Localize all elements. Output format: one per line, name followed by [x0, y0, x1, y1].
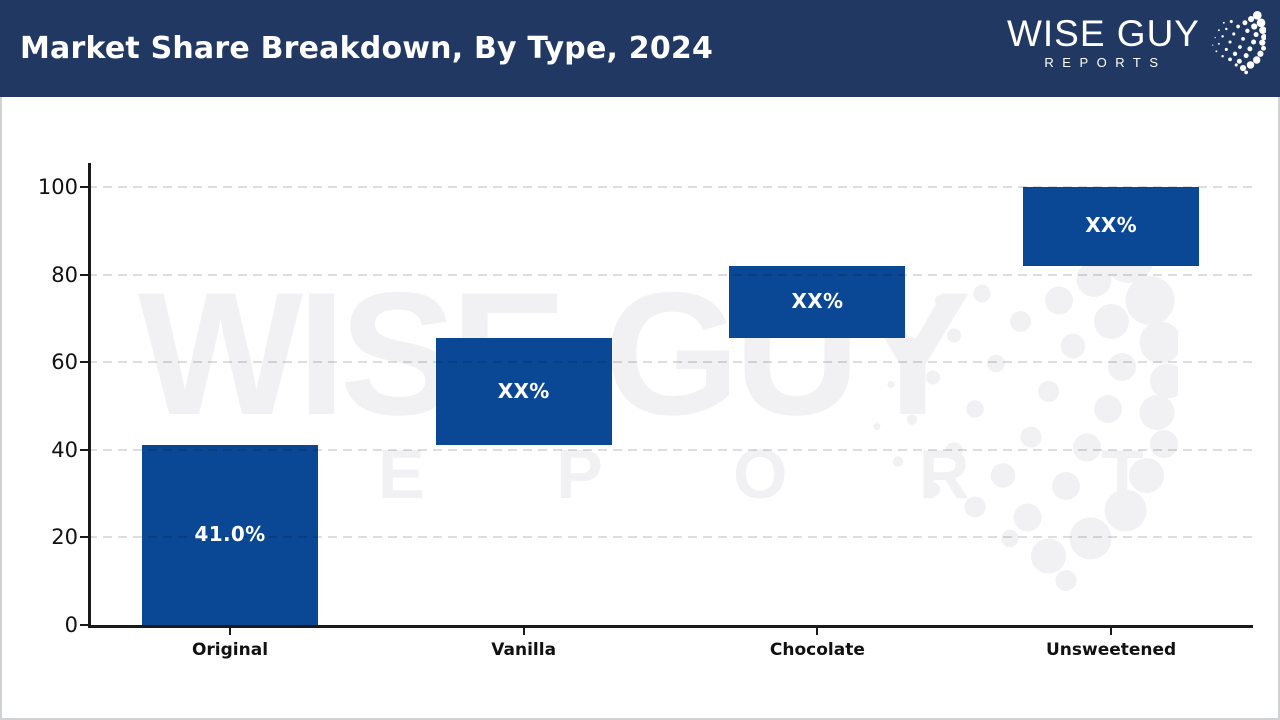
page-border-left [0, 97, 2, 720]
bar-original [142, 445, 318, 625]
y-tick-mark [80, 624, 88, 626]
x-tick-label: Chocolate [769, 640, 865, 660]
x-tick-label: Unsweetened [1045, 640, 1177, 660]
x-tick-label: Original [191, 640, 269, 660]
y-tick-label: 0 [64, 613, 78, 637]
bar-chocolate [729, 265, 906, 339]
bar-unsweetened [1023, 187, 1200, 266]
gridline-40 [88, 448, 1253, 451]
bar-value-label: XX% [497, 378, 550, 403]
bar-vanilla [435, 338, 612, 446]
logo-face-icon [1212, 11, 1266, 75]
y-tick-mark [80, 186, 88, 188]
logo-text: WISE GUY REPORTS [1007, 15, 1200, 70]
gridline-20 [88, 536, 1253, 539]
x-tick-mark [816, 628, 819, 635]
bar-value-label: 41.0% [194, 522, 266, 547]
wiseguy-logo: WISE GUY REPORTS [1007, 6, 1266, 78]
y-tick-label: 40 [51, 437, 78, 462]
gridline-80 [88, 273, 1253, 276]
page-border-bottom [0, 718, 1280, 720]
y-tick-label: 60 [51, 350, 78, 375]
y-tick-mark [80, 448, 88, 451]
y-tick-label: 100 [37, 175, 78, 199]
x-axis [88, 625, 1253, 628]
x-tick-label: Vanilla [491, 640, 557, 660]
x-tick-mark [1110, 628, 1113, 635]
header-bar: Market Share Breakdown, By Type, 2024 WI… [0, 0, 1280, 97]
x-tick-mark [522, 628, 525, 635]
chart-title: Market Share Breakdown, By Type, 2024 [20, 31, 714, 66]
y-tick-mark [80, 361, 88, 364]
y-tick-mark [80, 273, 88, 276]
y-axis [88, 163, 91, 628]
y-tick-label: 80 [51, 262, 78, 287]
logo-subtext: REPORTS [1044, 54, 1167, 70]
page-border-right [1278, 97, 1280, 720]
y-tick-mark [80, 536, 88, 539]
bar-value-label: XX% [791, 288, 844, 313]
gridline-100 [88, 186, 1253, 188]
bar-value-label: XX% [1085, 213, 1137, 238]
y-tick-label: 20 [51, 525, 78, 550]
logo-wordmark: WISE GUY [1006, 12, 1200, 54]
x-tick-mark [229, 628, 231, 635]
gridline-60 [88, 361, 1253, 364]
